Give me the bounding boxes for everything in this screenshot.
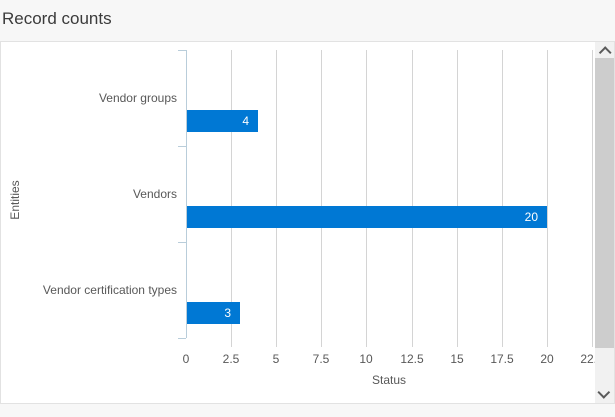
bar[interactable]: 4 xyxy=(187,110,258,132)
x-tick-label: 2.5 xyxy=(222,352,240,366)
bar-value-label: 20 xyxy=(524,210,538,224)
chevron-up-icon xyxy=(598,45,612,59)
bar-value-label: 3 xyxy=(224,306,231,320)
x-axis-title: Status xyxy=(371,373,407,387)
vertical-scrollbar[interactable] xyxy=(595,42,614,403)
y-axis-tick xyxy=(178,338,186,339)
x-gridline xyxy=(321,50,322,347)
y-axis-line xyxy=(186,50,187,338)
page-title: Record counts xyxy=(2,9,112,28)
bar-chart-plot-area: 0 2.5 5 7.5 10 12.5 15 17.5 20 22.5 Vendor groups 4… xyxy=(1,42,614,403)
bar[interactable]: 20 xyxy=(187,206,547,228)
x-gridline xyxy=(502,50,503,347)
chart-panel: 0 2.5 5 7.5 10 12.5 15 17.5 20 22.5 Vendor groups 4… xyxy=(0,41,615,404)
y-axis-tick xyxy=(178,242,186,243)
x-gridline xyxy=(412,50,413,347)
x-gridline xyxy=(231,50,232,347)
x-gridline xyxy=(547,50,548,347)
x-tick-label: 0 xyxy=(182,352,190,366)
x-tick-label: 7.5 xyxy=(312,352,330,366)
scrollbar-thumb[interactable] xyxy=(595,58,614,348)
scroll-up-button[interactable] xyxy=(595,42,614,59)
category-label: Vendor certification types xyxy=(42,283,177,297)
y-axis-title: Entities xyxy=(8,180,22,220)
x-tick-label: 17.5 xyxy=(490,352,514,366)
x-tick-label: 12.5 xyxy=(400,352,424,366)
bar[interactable]: 3 xyxy=(187,302,240,324)
chevron-down-icon xyxy=(597,385,611,399)
x-tick-label: 15 xyxy=(450,352,464,366)
scroll-down-button[interactable] xyxy=(595,385,614,402)
category-label: Vendors xyxy=(132,187,177,201)
x-tick-label: 10 xyxy=(359,352,373,366)
x-gridline xyxy=(592,50,593,347)
x-gridline xyxy=(366,50,367,347)
x-tick-label: 20 xyxy=(540,352,554,366)
x-gridline xyxy=(276,50,277,347)
y-axis-tick xyxy=(178,146,186,147)
x-gridline xyxy=(457,50,458,347)
y-axis-tick xyxy=(178,50,186,51)
category-label: Vendor groups xyxy=(98,91,177,105)
x-tick-label: 5 xyxy=(272,352,280,366)
bar-value-label: 4 xyxy=(242,114,249,128)
